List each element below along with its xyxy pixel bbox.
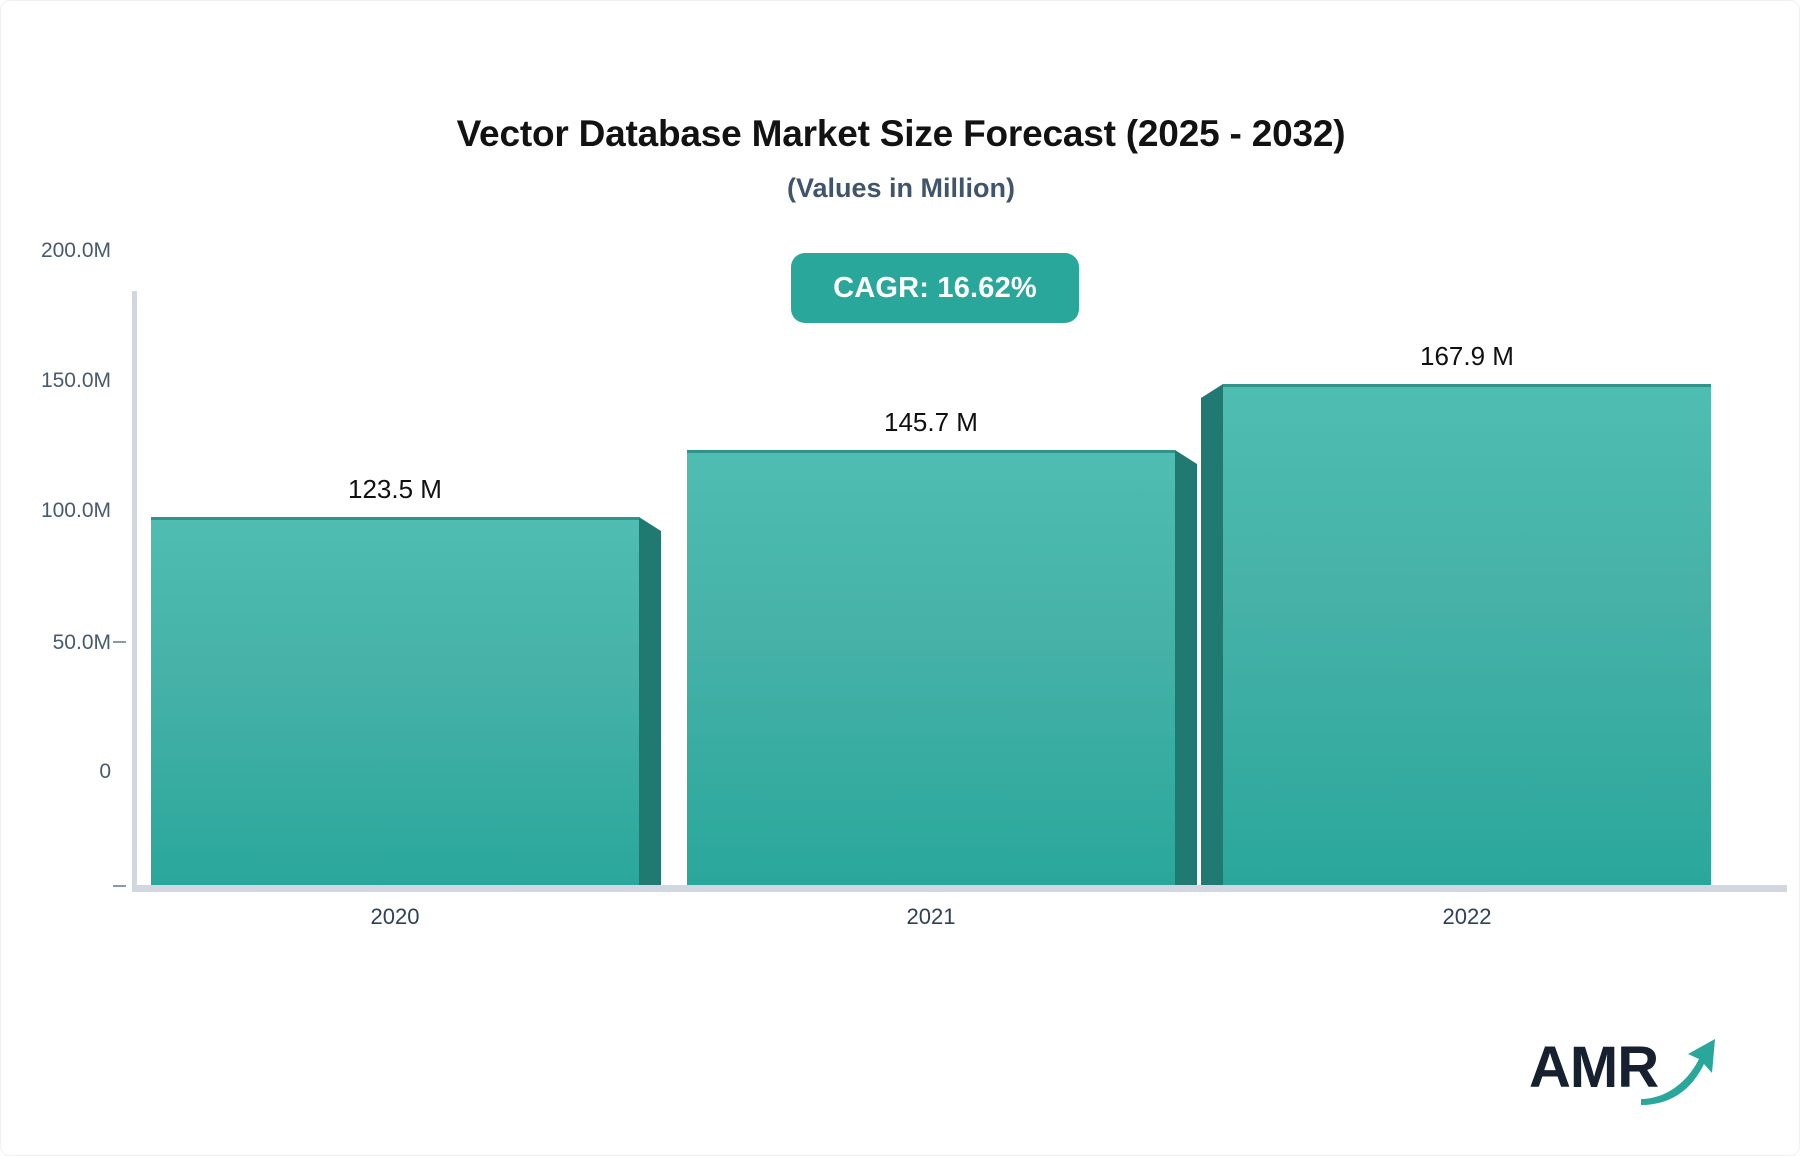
cagr-badge-label: CAGR: 16.62%: [833, 271, 1037, 304]
y-tick-mark-0: [113, 885, 126, 887]
y-tick-mark-50: [113, 641, 126, 643]
x-tick-2022: 2022: [1442, 904, 1492, 929]
x-axis-baseline: [132, 885, 1787, 892]
y-tick-label: 0: [99, 760, 111, 783]
page-subtitle: (Values in Million): [786, 173, 1016, 203]
cagr-badge: CAGR: 16.62%: [791, 253, 1079, 323]
amr-logo-text: AMR: [1529, 1035, 1659, 1100]
y-axis-line: [132, 291, 137, 889]
bar-value-label: 167.9 M: [1420, 341, 1514, 371]
bar-side-shadow: [1175, 450, 1197, 885]
y-tick-label: 100.0M: [40, 499, 111, 522]
bar-side-shadow: [1201, 384, 1223, 885]
bar-2020[interactable]: 123.5 M: [151, 474, 661, 885]
y-tick-label: 200.0M: [40, 239, 111, 262]
bar-face: [1223, 384, 1711, 885]
bar-value-label: 145.7 M: [884, 407, 978, 437]
y-tick-label: 50.0M: [52, 631, 111, 654]
bar-face: [687, 450, 1175, 885]
bar-value-label: 123.5 M: [348, 474, 442, 504]
x-tick-2020: 2020: [370, 904, 420, 929]
bar-2022[interactable]: 167.9 M: [1201, 341, 1711, 885]
bar-face: [151, 517, 639, 885]
growth-arrow-icon: [1641, 1039, 1715, 1105]
amr-logo: AMR: [1529, 1033, 1715, 1115]
bar-2021[interactable]: 145.7 M: [687, 407, 1197, 885]
bar-side-shadow: [639, 517, 661, 885]
y-tick-label: 150.0M: [40, 369, 111, 392]
x-tick-2021: 2021: [906, 904, 956, 929]
page-title: Vector Database Market Size Forecast (20…: [456, 113, 1346, 154]
